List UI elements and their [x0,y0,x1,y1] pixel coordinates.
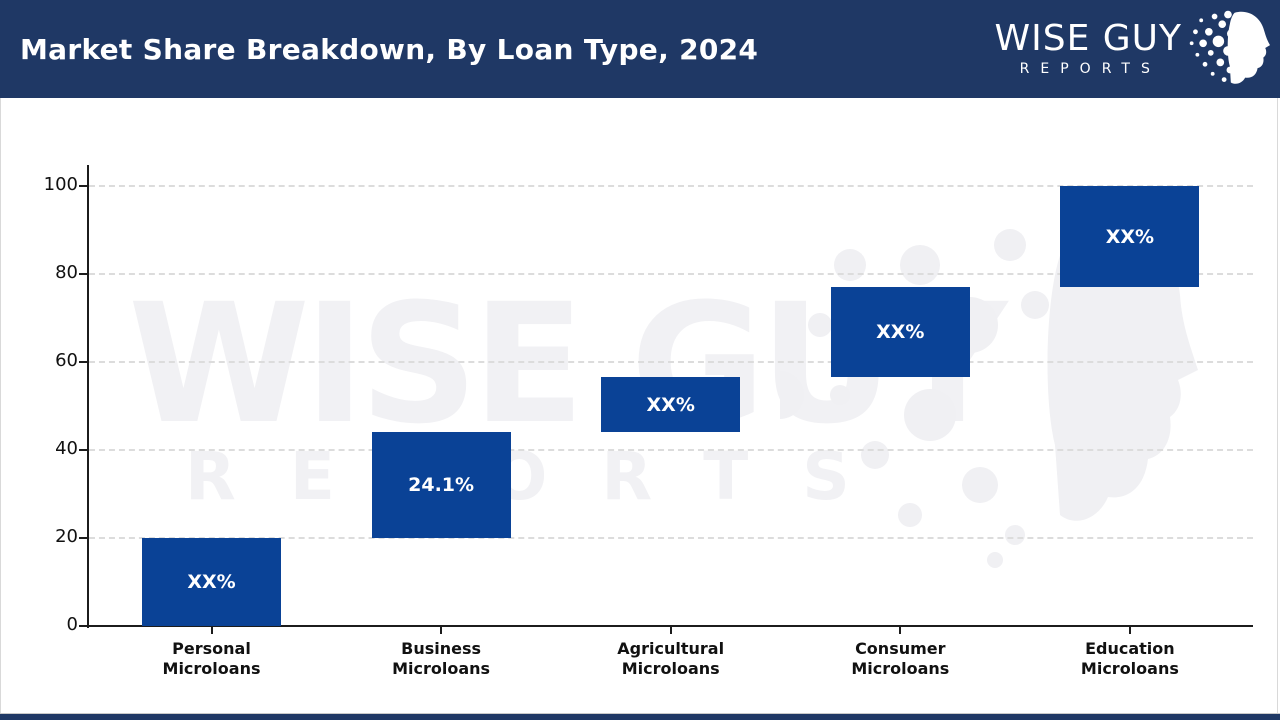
dotted-head-profile-icon [1189,10,1270,84]
gridline-100 [89,185,1253,187]
logo-name-top: WISE GUY [994,18,1182,59]
category-label-education-microloans: Education Microloans [1080,639,1179,678]
y-tick-label: 40 [55,438,78,459]
y-tick-label: 0 [66,614,78,635]
header-bar: Market Share Breakdown, By Loan Type, 20… [0,0,1280,98]
bar-value-label: XX% [1105,225,1155,248]
y-tick-mark [79,625,87,627]
x-tick-mark [669,627,672,634]
y-tick-label: 60 [55,350,78,371]
gridline-80 [89,273,1253,275]
bar-education-microloans: XX% [1060,186,1200,288]
x-tick-mark [440,627,443,634]
y-tick-mark [79,361,87,363]
y-tick-label: 20 [55,526,78,547]
bar-agricultural-microloans: XX% [601,377,741,432]
y-tick-mark [79,273,87,275]
gridline-20 [89,537,1253,539]
bar-value-label: XX% [187,571,236,593]
gridline-60 [89,361,1253,363]
y-tick-mark [79,537,87,539]
x-tick-mark [899,627,902,634]
bar-value-label: 24.1% [408,473,475,496]
bar-personal-microloans: XX% [142,538,281,626]
bar-business-microloans: 24.1% [371,431,511,538]
x-axis-line [87,625,1253,627]
bar-value-label: XX% [646,393,695,416]
y-tick-label: 100 [43,174,78,195]
y-tick-mark [79,185,87,187]
page-title: Market Share Breakdown, By Loan Type, 20… [20,32,759,66]
logo-wordmark: WISE GUY REPORTS [994,18,1183,78]
bar-consumer-microloans: XX% [830,287,970,378]
footer-bar [0,713,1280,720]
bar-value-label: XX% [876,321,925,344]
category-label-personal-microloans: Personal Microloans [162,639,261,678]
category-label-business-microloans: Business Microloans [392,639,491,678]
x-tick-mark [210,627,213,634]
x-tick-mark [1128,627,1131,634]
category-label-agricultural-microloans: Agricultural Microloans [617,639,725,678]
y-tick-label: 80 [55,262,78,283]
y-tick-mark [79,449,87,451]
logo-name-bottom: REPORTS [1019,61,1161,77]
y-axis-line [87,165,89,628]
gridline-40 [89,449,1253,451]
wise-guy-logo: WISE GUY REPORTS [994,6,1270,92]
category-label-consumer-microloans: Consumer Microloans [851,639,950,678]
